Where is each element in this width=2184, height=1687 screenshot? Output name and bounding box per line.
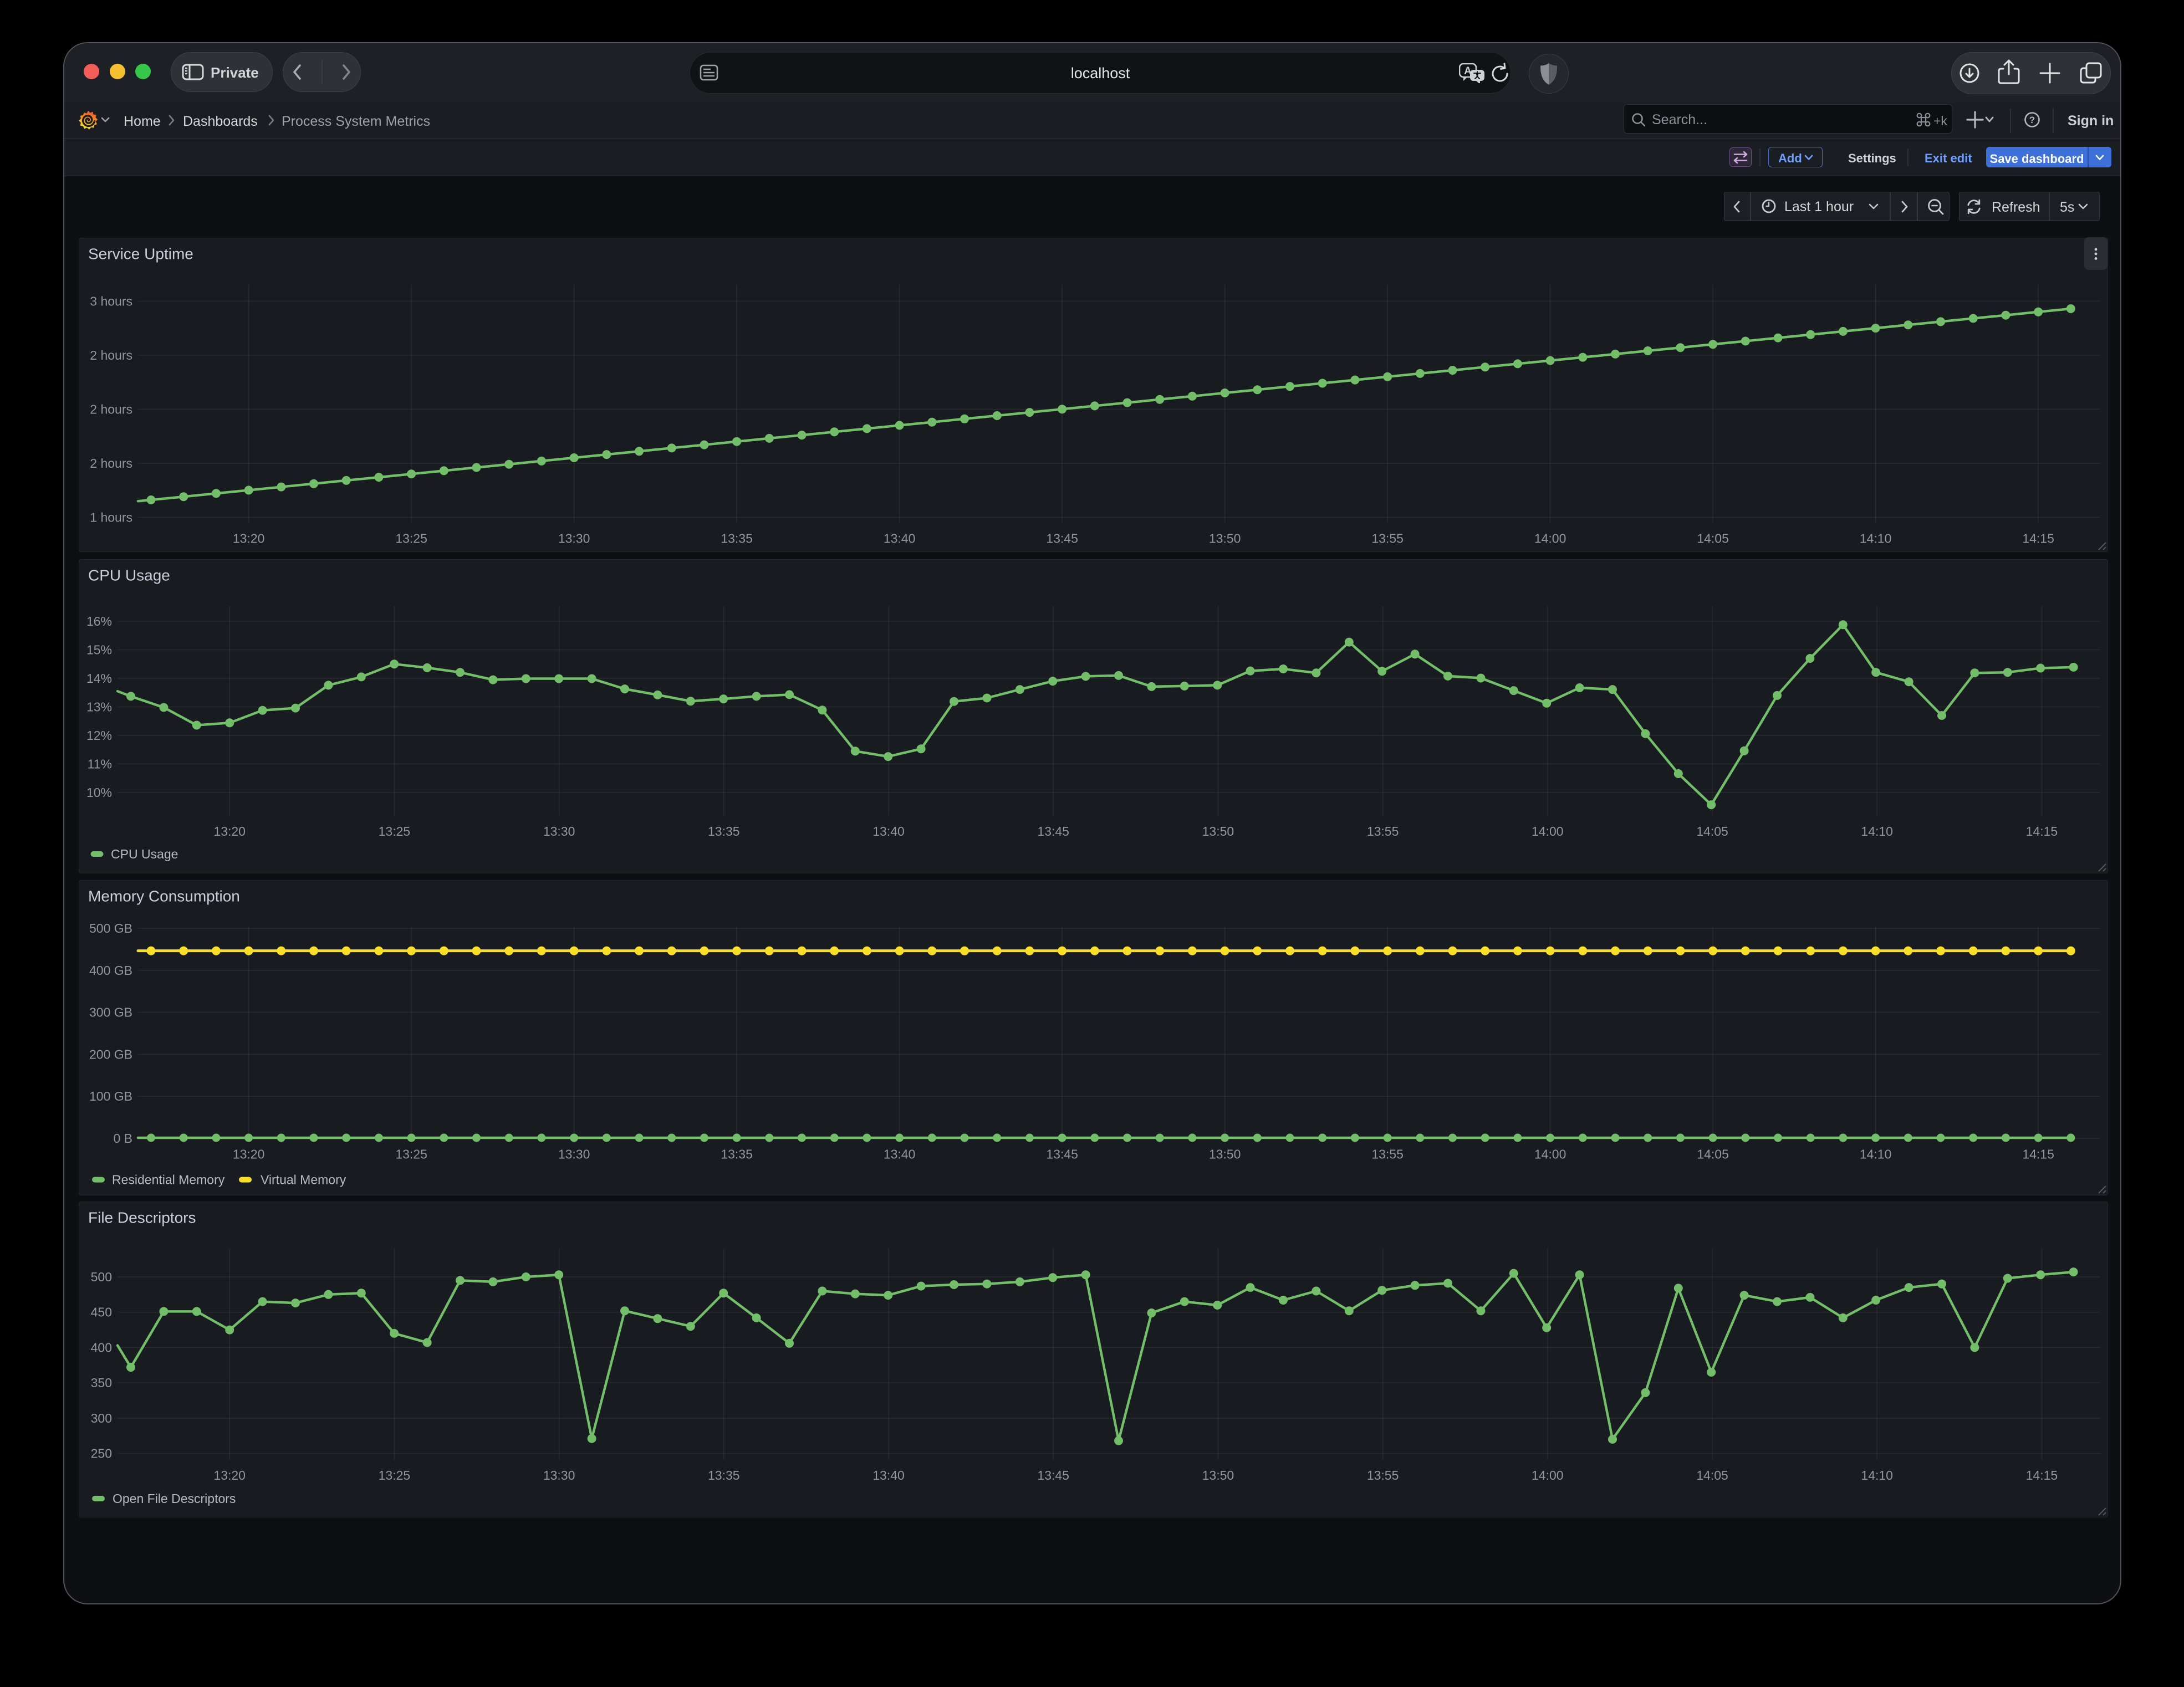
svg-text:13:40: 13:40 bbox=[872, 1468, 905, 1482]
svg-text:0 B: 0 B bbox=[113, 1131, 132, 1146]
svg-text:Residential Memory: Residential Memory bbox=[112, 1173, 225, 1187]
svg-text:2 hours: 2 hours bbox=[90, 348, 132, 362]
svg-text:Service Uptime: Service Uptime bbox=[88, 246, 193, 263]
svg-text:10%: 10% bbox=[86, 785, 112, 800]
svg-text:14:00: 14:00 bbox=[1532, 1468, 1564, 1482]
svg-text:3 hours: 3 hours bbox=[90, 294, 132, 308]
svg-text:250: 250 bbox=[91, 1446, 112, 1461]
svg-text:350: 350 bbox=[91, 1376, 112, 1390]
svg-text:File Descriptors: File Descriptors bbox=[88, 1209, 196, 1226]
svg-text:13:20: 13:20 bbox=[233, 531, 265, 546]
svg-text:2 hours: 2 hours bbox=[90, 402, 132, 416]
svg-text:13:45: 13:45 bbox=[1037, 1468, 1069, 1482]
svg-text:A: A bbox=[1464, 65, 1472, 77]
svg-text:Open File Descriptors: Open File Descriptors bbox=[113, 1491, 236, 1506]
svg-text:CPU Usage: CPU Usage bbox=[111, 847, 178, 861]
svg-text:12%: 12% bbox=[86, 728, 112, 743]
svg-text:13:35: 13:35 bbox=[708, 824, 740, 839]
svg-text:13:35: 13:35 bbox=[708, 1468, 740, 1482]
svg-text:16%: 16% bbox=[86, 614, 112, 628]
svg-text:300: 300 bbox=[91, 1411, 112, 1425]
svg-text:13:30: 13:30 bbox=[543, 1468, 575, 1482]
svg-text:13:55: 13:55 bbox=[1367, 824, 1399, 839]
svg-text:13:45: 13:45 bbox=[1046, 531, 1078, 546]
svg-text:13:25: 13:25 bbox=[395, 1147, 427, 1162]
svg-text:400 GB: 400 GB bbox=[89, 963, 132, 978]
svg-text:14:15: 14:15 bbox=[2022, 1147, 2054, 1162]
svg-text:14:05: 14:05 bbox=[1697, 1147, 1729, 1162]
svg-text:13:25: 13:25 bbox=[379, 824, 411, 839]
svg-text:13:45: 13:45 bbox=[1046, 1147, 1078, 1162]
svg-text:13:50: 13:50 bbox=[1202, 1468, 1234, 1482]
svg-text:13:20: 13:20 bbox=[213, 824, 246, 839]
svg-text:13:45: 13:45 bbox=[1037, 824, 1069, 839]
svg-text:13:35: 13:35 bbox=[721, 1147, 753, 1162]
svg-text:15%: 15% bbox=[86, 643, 112, 657]
svg-text:1 hours: 1 hours bbox=[90, 510, 132, 524]
svg-text:?: ? bbox=[2029, 115, 2035, 125]
svg-text:14%: 14% bbox=[86, 671, 112, 686]
svg-text:14:10: 14:10 bbox=[1861, 824, 1893, 839]
svg-text:2 hours: 2 hours bbox=[90, 456, 132, 471]
svg-text:13:30: 13:30 bbox=[558, 531, 590, 546]
svg-text:CPU Usage: CPU Usage bbox=[88, 567, 170, 584]
svg-text:13:35: 13:35 bbox=[721, 531, 753, 546]
svg-text:14:00: 14:00 bbox=[1532, 824, 1564, 839]
svg-text:13:25: 13:25 bbox=[379, 1468, 411, 1482]
svg-text:13:25: 13:25 bbox=[395, 531, 427, 546]
svg-text:13:55: 13:55 bbox=[1371, 531, 1404, 546]
svg-text:14:10: 14:10 bbox=[1860, 1147, 1892, 1162]
svg-text:14:05: 14:05 bbox=[1696, 1468, 1728, 1482]
svg-text:13:50: 13:50 bbox=[1209, 1147, 1241, 1162]
svg-text:14:05: 14:05 bbox=[1697, 531, 1729, 546]
svg-text:14:00: 14:00 bbox=[1534, 531, 1566, 546]
svg-text:14:00: 14:00 bbox=[1534, 1147, 1566, 1162]
svg-text:13:30: 13:30 bbox=[543, 824, 575, 839]
svg-text:14:15: 14:15 bbox=[2026, 1468, 2058, 1482]
svg-text:500: 500 bbox=[91, 1270, 112, 1284]
svg-text:500 GB: 500 GB bbox=[89, 921, 132, 935]
svg-text:14:15: 14:15 bbox=[2026, 824, 2058, 839]
svg-text:Virtual Memory: Virtual Memory bbox=[261, 1173, 346, 1187]
svg-text:14:10: 14:10 bbox=[1861, 1468, 1893, 1482]
svg-text:13:20: 13:20 bbox=[233, 1147, 265, 1162]
svg-text:200 GB: 200 GB bbox=[89, 1047, 132, 1061]
svg-text:11%: 11% bbox=[88, 757, 112, 771]
svg-text:13%: 13% bbox=[86, 700, 112, 714]
svg-text:13:50: 13:50 bbox=[1202, 824, 1234, 839]
svg-text:14:15: 14:15 bbox=[2022, 531, 2054, 546]
svg-text:13:40: 13:40 bbox=[872, 824, 905, 839]
svg-text:13:55: 13:55 bbox=[1371, 1147, 1404, 1162]
svg-text:13:20: 13:20 bbox=[213, 1468, 246, 1482]
svg-text:13:55: 13:55 bbox=[1367, 1468, 1399, 1482]
svg-text:14:05: 14:05 bbox=[1696, 824, 1728, 839]
svg-text:14:10: 14:10 bbox=[1860, 531, 1892, 546]
svg-text:300 GB: 300 GB bbox=[89, 1005, 132, 1020]
svg-text:Memory Consumption: Memory Consumption bbox=[88, 888, 240, 905]
svg-text:13:50: 13:50 bbox=[1209, 531, 1241, 546]
svg-text:13:40: 13:40 bbox=[884, 531, 916, 546]
svg-text:13:30: 13:30 bbox=[558, 1147, 590, 1162]
svg-text:400: 400 bbox=[91, 1340, 112, 1354]
svg-text:13:40: 13:40 bbox=[884, 1147, 916, 1162]
svg-text:100 GB: 100 GB bbox=[89, 1089, 132, 1103]
svg-text:450: 450 bbox=[91, 1305, 112, 1320]
